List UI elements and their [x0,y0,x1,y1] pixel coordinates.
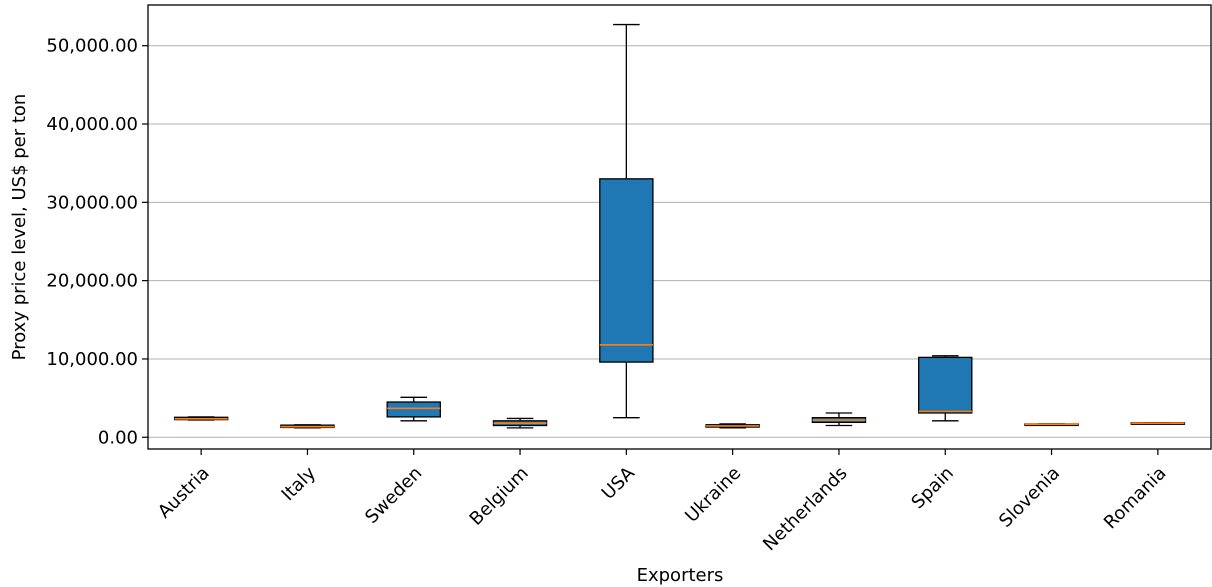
boxes [173,23,1186,429]
x-tick-label: Italy [278,462,321,505]
box-sweden [386,396,441,422]
x-tick-label: Austria [154,463,214,523]
box-belgium [492,417,548,429]
box-spain [918,355,973,422]
box-netherlands [811,412,867,427]
box-slovenia [1024,423,1079,427]
y-tick-label: 10,000.00 [46,349,138,370]
x-tick-label: Romania [1100,463,1171,534]
iqr-box [599,178,654,363]
x-tick-label: USA [598,462,640,504]
y-tick-label: 40,000.00 [46,114,138,135]
x-tick-label: Ukraine [681,463,745,527]
iqr-box [918,356,973,414]
y-tick-label: 0.00 [98,427,138,448]
y-tick-label: 20,000.00 [46,271,138,292]
y-axis-title: Proxy price level, US$ per ton [9,94,30,361]
box-romania [1130,422,1186,425]
x-axis: Austria Italy Sweden Belgium USA Ukraine Nethe… [154,449,1171,555]
y-tick-label: 50,000.00 [46,36,138,57]
box-austria [173,416,229,421]
plot-frame [147,4,1212,450]
iqr-box [386,401,441,418]
y-axis: 0.00 10,000.00 20,000.00 30,000.00 40,000.00… [46,36,148,448]
x-tick-label: Belgium [466,463,533,530]
x-tick-label: Spain [907,463,957,513]
grid-lines [148,45,1211,438]
y-tick-label: 30,000.00 [46,192,138,213]
x-tick-label: Netherlands [759,463,851,555]
box-italy [280,424,335,429]
x-axis-title: Exporters [637,565,724,586]
x-tick-label: Slovenia [995,463,1064,532]
box-ukraine [705,423,760,429]
box-usa [599,23,654,419]
x-tick-label: Sweden [361,463,426,528]
